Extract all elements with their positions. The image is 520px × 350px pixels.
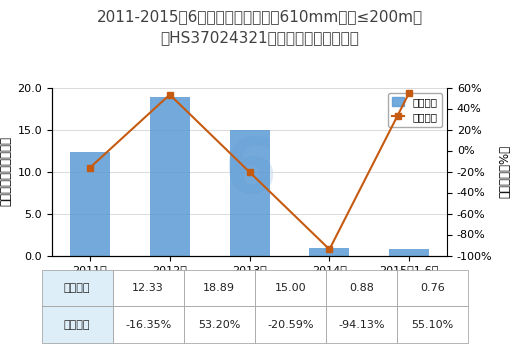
Bar xyxy=(230,130,269,256)
Text: 6: 6 xyxy=(223,134,276,209)
Bar xyxy=(309,248,349,255)
Y-axis label: 同比增长（%）: 同比增长（%） xyxy=(498,145,511,198)
Y-axis label: 进口金额（百万美元）: 进口金额（百万美元） xyxy=(0,136,12,206)
Bar xyxy=(70,152,110,256)
Bar xyxy=(389,249,429,256)
Text: （HS37024321）进口总额及增速统计: （HS37024321）进口总额及增速统计 xyxy=(161,30,359,45)
Legend: 进口金额, 同比增长: 进口金额, 同比增长 xyxy=(388,93,442,127)
Text: 2011-2015年6月激光照排片（宽＞610mm，长≤200m）: 2011-2015年6月激光照排片（宽＞610mm，长≤200m） xyxy=(97,9,423,24)
Bar xyxy=(150,97,190,256)
